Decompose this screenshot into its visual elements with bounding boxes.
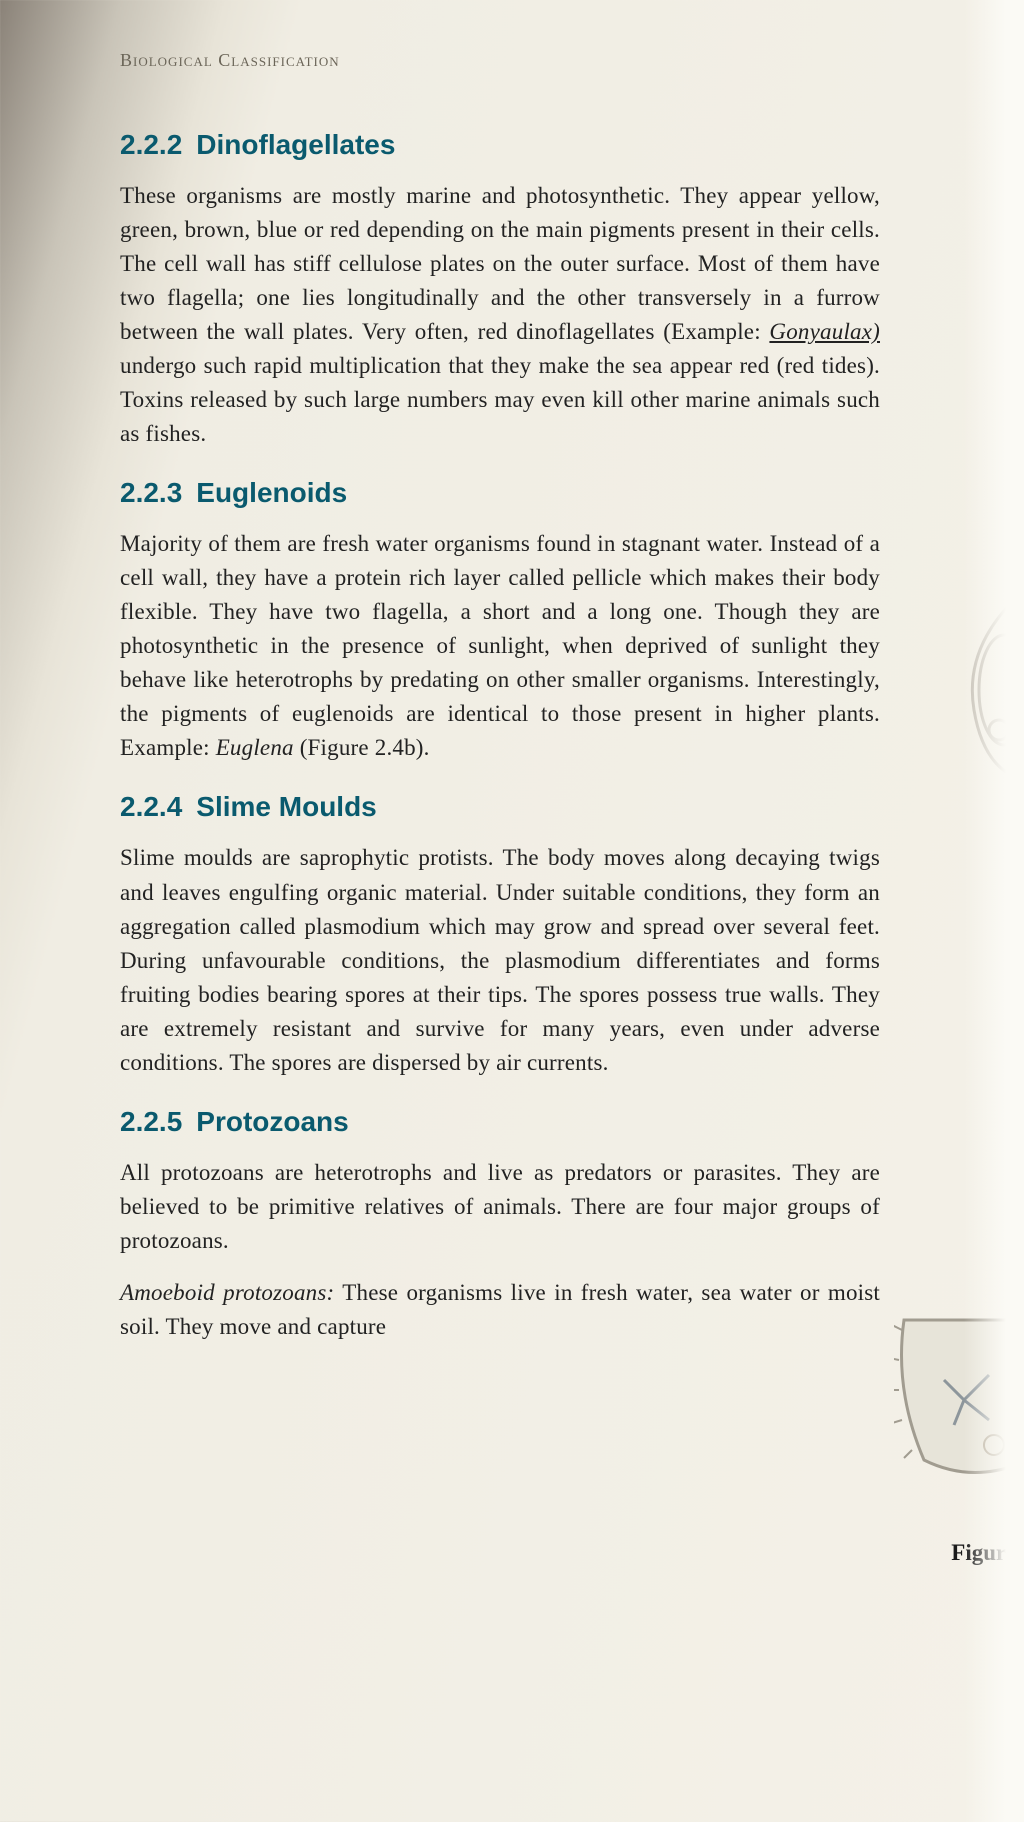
body-text: (Figure 2.4b). xyxy=(294,735,430,760)
running-header: Biological Classification xyxy=(120,50,880,71)
section-number: 2.2.4 xyxy=(120,791,182,822)
genus-euglena: Euglena xyxy=(216,735,294,760)
page-edge-highlight xyxy=(964,0,1024,1822)
section-number: 2.2.3 xyxy=(120,477,182,508)
page-column: Biological Classification 2.2.2 Dinoflage… xyxy=(80,0,900,1384)
section-body-dinoflagellates: These organisms are mostly marine and ph… xyxy=(120,179,880,451)
section-title: Dinoflagellates xyxy=(196,129,395,160)
genus-gonyaulax: Gonyaulax) xyxy=(769,319,880,344)
section-body-slime-moulds: Slime moulds are saprophytic protists. T… xyxy=(120,841,880,1079)
body-text: These organisms are mostly marine and ph… xyxy=(120,183,880,344)
section-heading-slime-moulds: 2.2.4 Slime Moulds xyxy=(120,791,880,823)
body-text: undergo such rapid multiplication that t… xyxy=(120,353,880,446)
section-number: 2.2.2 xyxy=(120,129,182,160)
section-body-euglenoids: Majority of them are fresh water organis… xyxy=(120,527,880,765)
section-heading-protozoans: 2.2.5 Protozoans xyxy=(120,1106,880,1138)
section-title: Slime Moulds xyxy=(196,791,376,822)
section-heading-dinoflagellates: 2.2.2 Dinoflagellates xyxy=(120,129,880,161)
section-title: Euglenoids xyxy=(196,477,347,508)
section-subbody-amoeboid: Amoeboid protozoans: These organisms liv… xyxy=(120,1276,880,1344)
section-body-protozoans: All protozoans are heterotrophs and live… xyxy=(120,1156,880,1258)
body-text: Majority of them are fresh water organis… xyxy=(120,531,880,760)
section-title: Protozoans xyxy=(196,1106,348,1137)
section-number: 2.2.5 xyxy=(120,1106,182,1137)
subhead-amoeboid: Amoeboid protozoans: xyxy=(120,1280,334,1305)
section-heading-euglenoids: 2.2.3 Euglenoids xyxy=(120,477,880,509)
